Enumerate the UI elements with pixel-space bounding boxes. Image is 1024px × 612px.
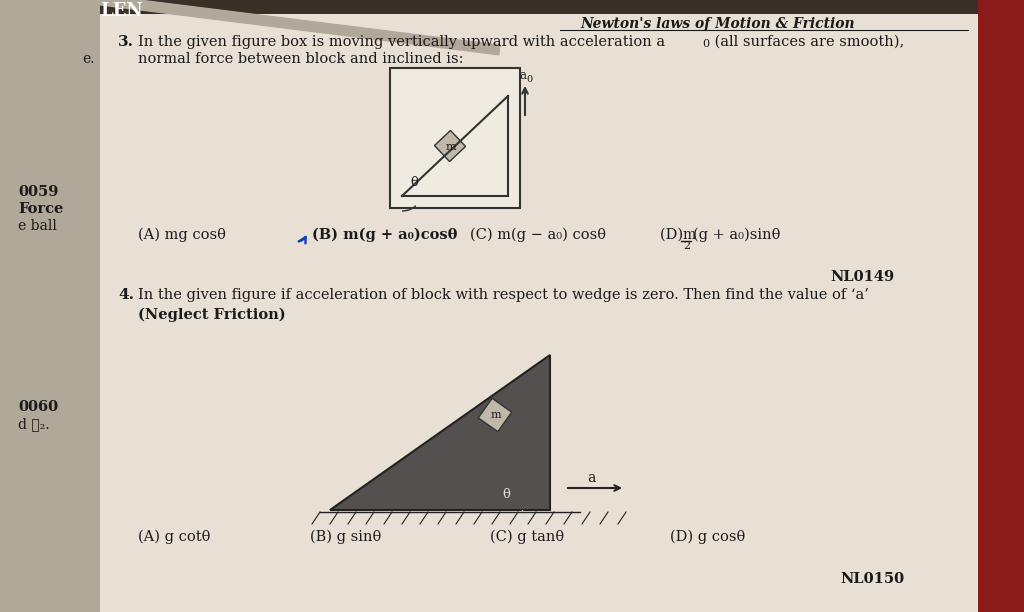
- Text: (A) g cotθ: (A) g cotθ: [138, 530, 210, 545]
- Text: Newton's laws of Motion & Friction: Newton's laws of Motion & Friction: [580, 17, 855, 31]
- Text: a: a: [587, 471, 595, 485]
- Text: m: m: [490, 410, 502, 420]
- Text: 0: 0: [702, 39, 710, 49]
- Text: LEN: LEN: [100, 2, 143, 20]
- Text: e.: e.: [82, 52, 94, 66]
- Text: θ: θ: [502, 488, 510, 501]
- Text: (g + a₀)sinθ: (g + a₀)sinθ: [693, 228, 780, 242]
- Text: e ball: e ball: [18, 219, 57, 233]
- Text: normal force between block and inclined is:: normal force between block and inclined …: [138, 52, 464, 66]
- Text: 2: 2: [683, 241, 690, 251]
- Text: (C) g tanθ: (C) g tanθ: [490, 530, 564, 545]
- Bar: [0, 0, 100, 612]
- Polygon shape: [434, 130, 466, 162]
- Bar: [100, 0, 980, 612]
- Text: (D): (D): [660, 228, 688, 242]
- Text: d ℓ₂.: d ℓ₂.: [18, 417, 49, 431]
- Polygon shape: [478, 398, 512, 431]
- Bar: [390, 68, 520, 208]
- Text: m: m: [682, 228, 695, 242]
- Text: m: m: [446, 142, 457, 152]
- Bar: [978, 0, 1024, 612]
- Text: 3.: 3.: [118, 35, 134, 49]
- Text: NL0150: NL0150: [840, 572, 904, 586]
- Text: 4.: 4.: [118, 288, 134, 302]
- Text: (A) mg cosθ: (A) mg cosθ: [138, 228, 226, 242]
- Text: (D) g cosθ: (D) g cosθ: [670, 530, 745, 545]
- Text: 0: 0: [526, 75, 532, 84]
- Text: a: a: [519, 69, 526, 82]
- Text: (all surfaces are smooth),: (all surfaces are smooth),: [710, 35, 904, 49]
- Text: (Neglect Friction): (Neglect Friction): [138, 308, 286, 323]
- Text: 0060: 0060: [18, 400, 58, 414]
- Text: Force: Force: [18, 202, 63, 216]
- Text: In the given figure if acceleration of block with respect to wedge is zero. Then: In the given figure if acceleration of b…: [138, 288, 869, 302]
- Text: (C) m(g − a₀) cosθ: (C) m(g − a₀) cosθ: [470, 228, 606, 242]
- Bar: [100, 0, 978, 14]
- Text: (B) g sinθ: (B) g sinθ: [310, 530, 381, 545]
- Polygon shape: [330, 355, 550, 510]
- Text: (B) m(g + a₀)cosθ: (B) m(g + a₀)cosθ: [312, 228, 458, 242]
- Text: θ: θ: [410, 176, 418, 189]
- Text: 0059: 0059: [18, 185, 58, 199]
- Text: NL0149: NL0149: [830, 270, 894, 284]
- Text: In the given figure box is moving vertically upward with acceleration a: In the given figure box is moving vertic…: [138, 35, 666, 49]
